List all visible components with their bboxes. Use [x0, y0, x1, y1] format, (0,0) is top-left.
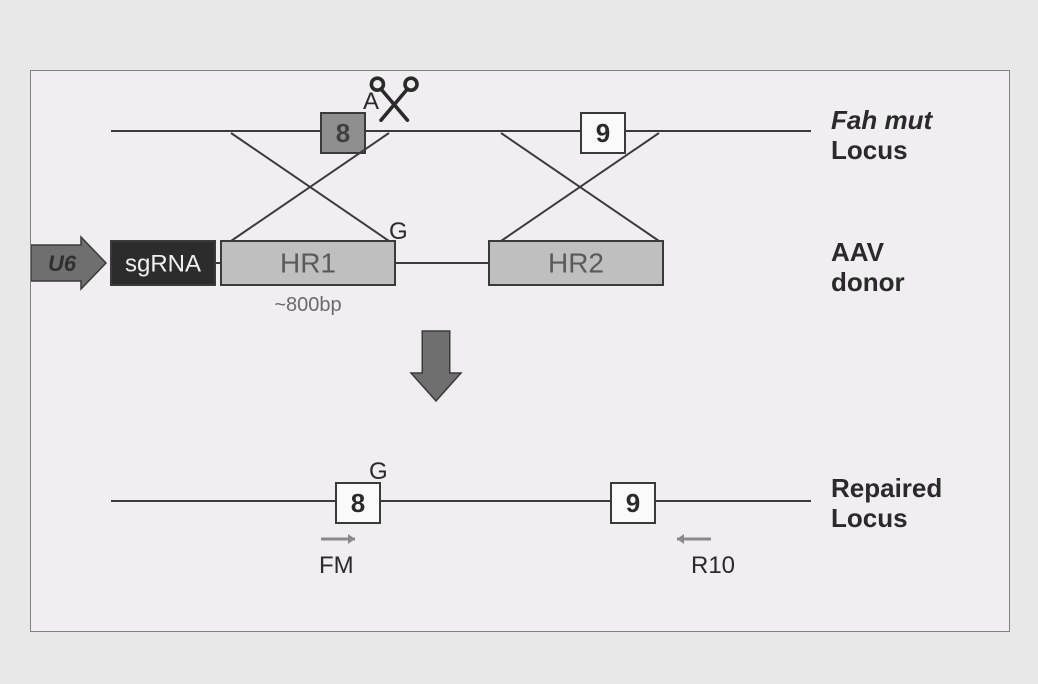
primer-r10-head — [677, 534, 684, 544]
exon8-mut-label: 8 — [336, 118, 350, 148]
letter-A: A — [363, 88, 379, 115]
letter-G-bot: G — [369, 458, 388, 485]
label-aav-2: donor — [831, 267, 905, 297]
hr1-label: HR1 — [280, 247, 336, 278]
u6-label: U6 — [48, 251, 77, 276]
diagram-panel: 89AU6sgRNAHR1HR2G~800bp89GFMR10Fah mutLo… — [30, 70, 1010, 632]
letter-G-mid: G — [389, 218, 408, 245]
bp-label: ~800bp — [274, 294, 341, 316]
label-aav-1: AAV — [831, 237, 885, 267]
exon9-top-label: 9 — [596, 118, 610, 148]
primer-fm-label: FM — [319, 552, 354, 579]
label-fahmut-2: Locus — [831, 135, 908, 165]
down-arrow — [411, 331, 461, 401]
exon9-rep-label: 9 — [626, 488, 640, 518]
diagram-svg: 89AU6sgRNAHR1HR2G~800bp89GFMR10Fah mutLo… — [31, 71, 1009, 631]
primer-fm-head — [348, 534, 355, 544]
label-rep-1: Repaired — [831, 473, 942, 503]
label-fahmut-1: Fah mut — [831, 105, 933, 135]
sgRNA-label: sgRNA — [125, 250, 201, 277]
primer-r10-label: R10 — [691, 552, 735, 579]
hr2-label: HR2 — [548, 247, 604, 278]
exon8-rep-label: 8 — [351, 488, 365, 518]
label-rep-2: Locus — [831, 503, 908, 533]
